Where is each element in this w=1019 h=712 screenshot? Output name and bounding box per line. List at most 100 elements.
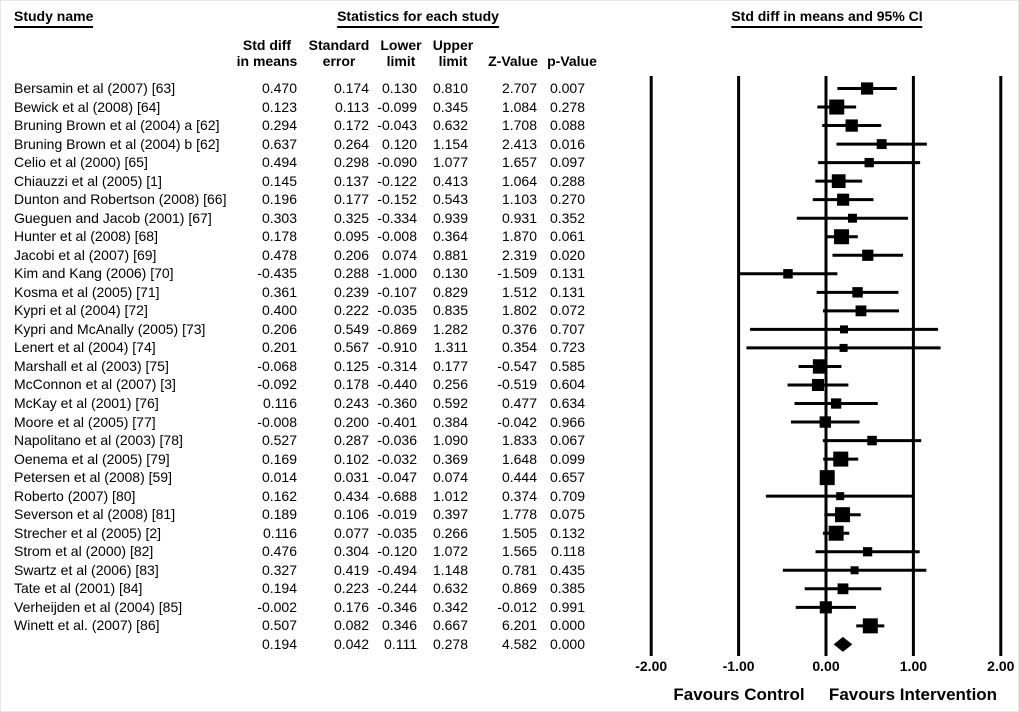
value-cell: 0.939 bbox=[432, 209, 468, 226]
value-cell: 0.413 bbox=[432, 172, 468, 189]
value-cell: 0.131 bbox=[549, 283, 585, 300]
x-axis-tick-label: -2.00 bbox=[635, 658, 668, 674]
study-name-cell: Bruning Brown et al (2004) b [62] bbox=[14, 135, 220, 152]
value-cell: 1.154 bbox=[432, 135, 468, 152]
value-cell: 0.384 bbox=[432, 413, 468, 430]
value-cell: 1.708 bbox=[501, 117, 537, 134]
value-cell: 0.288 bbox=[333, 265, 369, 282]
value-cell: 0.256 bbox=[432, 376, 468, 393]
effect-square bbox=[848, 213, 857, 223]
study-name-cell: Napolitano et al (2003) [78] bbox=[14, 432, 183, 449]
study-row: Winett et al. (2007) [86] 0.507 0.082 0.346… bbox=[1, 616, 626, 635]
study-name-cell: Kosma et al (2005) [71] bbox=[14, 283, 160, 300]
value-cell: 0.206 bbox=[261, 320, 297, 337]
value-cell: 6.201 bbox=[501, 617, 537, 634]
statistics-section-title: Statistics for each study bbox=[337, 8, 499, 28]
value-cell: 0.585 bbox=[549, 357, 585, 374]
effect-square bbox=[836, 492, 845, 501]
value-cell: 0.707 bbox=[549, 320, 585, 337]
value-cell: -0.032 bbox=[377, 450, 417, 467]
value-cell: 0.177 bbox=[432, 357, 468, 374]
value-cell: 0.116 bbox=[263, 395, 297, 411]
value-cell: -0.519 bbox=[497, 376, 537, 393]
value-cell: 0.567 bbox=[333, 339, 369, 356]
value-cell: 0.781 bbox=[501, 561, 537, 578]
study-row: McConnon et al (2007) [3] -0.092 0.178 -0.4… bbox=[1, 375, 626, 394]
value-cell: 0.869 bbox=[501, 580, 537, 597]
value-cell: 0.592 bbox=[432, 395, 468, 411]
value-cell: 0.400 bbox=[261, 302, 297, 319]
value-cell: 0.131 bbox=[549, 265, 585, 282]
study-row: Chiauzzi et al (2005) [1] 0.145 0.137 -0.12… bbox=[1, 172, 626, 191]
value-cell: 0.304 bbox=[333, 543, 369, 560]
study-row: Gueguen and Jacob (2001) [67] 0.303 0.325-… bbox=[1, 209, 626, 228]
value-cell: 1.512 bbox=[501, 283, 537, 300]
value-cell: 0.881 bbox=[432, 246, 468, 263]
effect-square bbox=[845, 119, 858, 132]
value-cell: 0.709 bbox=[549, 487, 585, 504]
value-cell: 0.176 bbox=[333, 598, 369, 615]
value-cell: -0.047 bbox=[377, 469, 417, 486]
value-cell: 0.477 bbox=[501, 395, 537, 411]
value-cell: 0.125 bbox=[333, 357, 369, 374]
effect-square bbox=[852, 287, 863, 298]
value-cell: 0.298 bbox=[333, 154, 369, 171]
value-cell: 0.723 bbox=[549, 339, 585, 356]
value-cell: 0.095 bbox=[333, 228, 369, 245]
value-cell: 0.194 bbox=[261, 635, 297, 652]
study-row: Kypri et al (2004) [72] 0.400 0.222 -0.035 0… bbox=[1, 301, 626, 320]
study-name-cell: McKay et al (2001) [76] bbox=[14, 395, 159, 411]
value-cell: 0.549 bbox=[333, 320, 369, 337]
effect-square bbox=[850, 566, 859, 575]
value-cell: -0.244 bbox=[377, 580, 417, 597]
study-name-cell: Tate et al (2001) [84] bbox=[14, 580, 143, 597]
value-cell: 0.174 bbox=[333, 80, 369, 96]
value-cell: -0.547 bbox=[497, 357, 537, 374]
value-cell: -0.012 bbox=[497, 598, 537, 615]
value-cell: 2.319 bbox=[501, 246, 537, 263]
value-cell: 0.385 bbox=[549, 580, 585, 597]
study-row: Severson et al (2008) [81] 0.189 0.106 -0.0… bbox=[1, 505, 626, 524]
value-cell: -0.314 bbox=[377, 357, 417, 374]
value-cell: 1.870 bbox=[501, 228, 537, 245]
value-cell: 0.223 bbox=[333, 580, 369, 597]
study-row: McKay et al (2001) [76] 0.116 0.243 -0.360 0… bbox=[1, 394, 626, 413]
value-cell: 0.507 bbox=[261, 617, 297, 634]
value-cell: -0.120 bbox=[377, 543, 417, 560]
effect-square bbox=[860, 82, 874, 95]
value-cell: 0.810 bbox=[432, 80, 468, 96]
value-cell: 0.527 bbox=[261, 432, 297, 449]
value-cell: 0.637 bbox=[261, 135, 297, 152]
value-cell: 1.012 bbox=[432, 487, 468, 504]
value-cell: 0.000 bbox=[549, 635, 585, 652]
value-cell: -0.043 bbox=[377, 117, 417, 134]
value-cell: 0.352 bbox=[549, 209, 585, 226]
study-name-cell: Bruning Brown et al (2004) a [62] bbox=[14, 117, 220, 134]
effect-square bbox=[811, 378, 824, 392]
study-name-cell: Strom et al (2000) [82] bbox=[14, 543, 154, 560]
value-cell: 0.016 bbox=[549, 135, 585, 152]
study-row: Strecher et al (2005) [2] 0.116 0.077 -0.03… bbox=[1, 524, 626, 543]
value-cell: 0.172 bbox=[333, 117, 369, 134]
study-row: Verheijden et al (2004) [85] -0.002 0.176-… bbox=[1, 598, 626, 617]
value-cell: 0.200 bbox=[333, 413, 369, 430]
effect-square bbox=[830, 398, 842, 409]
value-cell: -0.036 bbox=[377, 432, 417, 449]
value-cell: 0.074 bbox=[432, 469, 468, 486]
value-cell: 0.206 bbox=[333, 246, 369, 263]
study-name-cell: Chiauzzi et al (2005) [1] bbox=[14, 172, 162, 189]
value-cell: 0.201 bbox=[261, 339, 297, 356]
value-cell: 0.494 bbox=[261, 154, 297, 171]
value-cell: 0.075 bbox=[549, 506, 585, 523]
value-cell: 0.829 bbox=[432, 283, 468, 300]
value-cell: -0.435 bbox=[257, 265, 297, 282]
study-row: Celio et al (2000) [65] 0.494 0.298 -0.090 1… bbox=[1, 153, 626, 172]
value-cell: 0.145 bbox=[261, 172, 297, 189]
effect-square bbox=[829, 99, 845, 115]
value-cell: -0.008 bbox=[257, 413, 297, 430]
value-cell: -0.401 bbox=[377, 413, 417, 430]
value-cell: -1.509 bbox=[497, 265, 537, 282]
value-cell: -0.002 bbox=[257, 598, 297, 615]
value-cell: -0.090 bbox=[377, 154, 417, 171]
value-cell: -0.035 bbox=[377, 524, 417, 541]
